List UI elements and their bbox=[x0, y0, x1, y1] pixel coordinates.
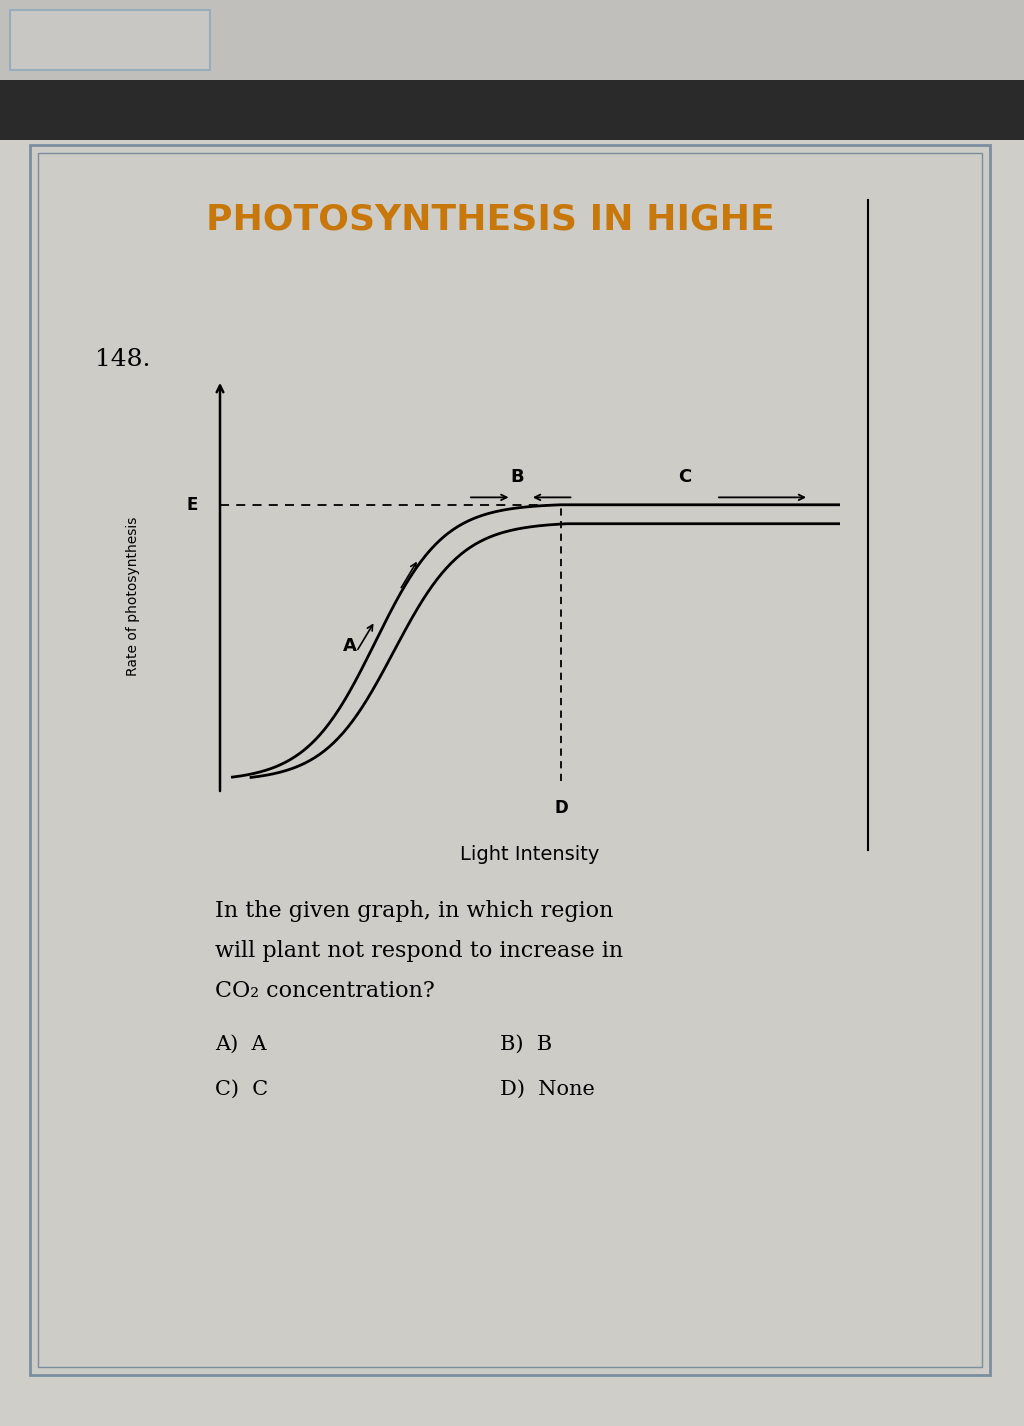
Text: CO₂ concentration?: CO₂ concentration? bbox=[215, 980, 435, 1002]
Text: In the given graph, in which region: In the given graph, in which region bbox=[215, 900, 613, 923]
Bar bbox=[38, 153, 982, 1368]
Text: E: E bbox=[187, 496, 199, 513]
Bar bbox=[0, 0, 1024, 80]
Text: B: B bbox=[511, 468, 524, 486]
Bar bbox=[10, 10, 210, 70]
Bar bbox=[0, 80, 1024, 140]
Text: 148.: 148. bbox=[95, 348, 151, 372]
Text: B)  B: B) B bbox=[500, 1035, 552, 1054]
Text: D)  None: D) None bbox=[500, 1079, 595, 1099]
Text: A)  A: A) A bbox=[215, 1035, 266, 1054]
Text: PHOTOSYNTHESIS IN HIGHE: PHOTOSYNTHESIS IN HIGHE bbox=[206, 202, 774, 237]
Bar bbox=[30, 145, 990, 1375]
Text: Light Intensity: Light Intensity bbox=[461, 846, 600, 864]
Text: A: A bbox=[343, 636, 357, 655]
Text: D: D bbox=[554, 799, 568, 817]
Text: will plant not respond to increase in: will plant not respond to increase in bbox=[215, 940, 624, 963]
Text: C)  C: C) C bbox=[215, 1079, 268, 1099]
Text: C: C bbox=[678, 468, 691, 486]
Text: Rate of photosynthesis: Rate of photosynthesis bbox=[126, 516, 140, 676]
